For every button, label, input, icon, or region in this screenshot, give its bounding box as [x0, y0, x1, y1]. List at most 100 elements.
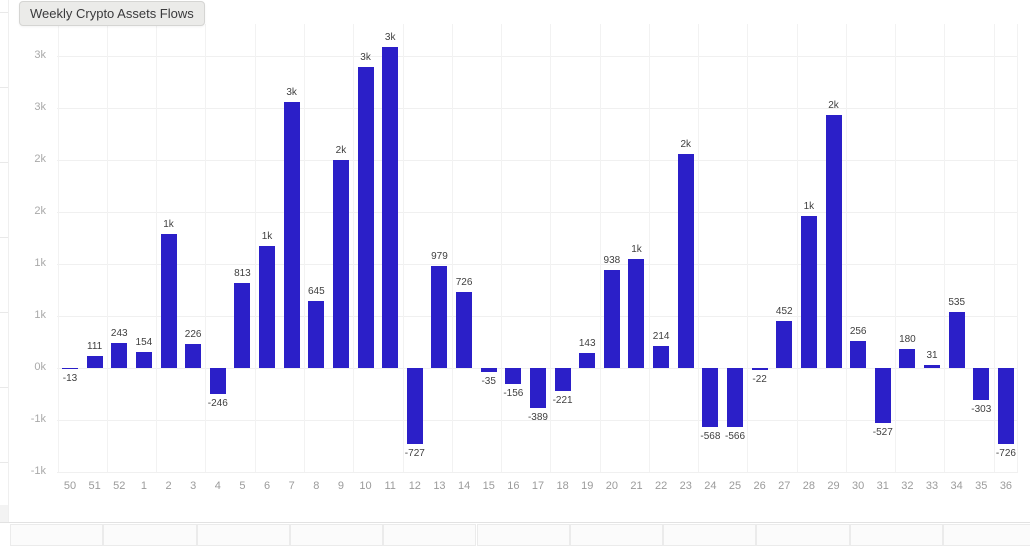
vertical-gridline: [254, 24, 256, 472]
left-panel-divider: [8, 0, 9, 522]
x-axis-label: 9: [337, 480, 344, 492]
bar-value-label: -568: [700, 431, 721, 443]
x-axis-label: 22: [654, 480, 668, 492]
x-axis-label: 35: [975, 480, 988, 492]
left-panel-gridline-stub: [0, 87, 8, 88]
bar-week-35[interactable]: [973, 368, 990, 400]
bar-week-33[interactable]: [924, 364, 941, 368]
bottom-table-cell: [756, 524, 850, 546]
x-axis-label: 17: [531, 480, 545, 492]
bottom-table-cell: [943, 524, 1030, 546]
bar-week-23[interactable]: [677, 153, 694, 368]
bar-value-label: 1k: [803, 201, 815, 213]
bar-week-5[interactable]: [234, 283, 251, 368]
bar-week-20[interactable]: [603, 270, 620, 368]
bar-week-9[interactable]: [332, 160, 349, 368]
bar-value-label: 111: [87, 341, 103, 353]
bar-week-22[interactable]: [653, 345, 670, 368]
bar-week-36[interactable]: [997, 368, 1014, 444]
bar-week-8[interactable]: [308, 300, 325, 368]
vertical-gridline: [599, 24, 601, 472]
bar-week-1[interactable]: [135, 351, 152, 368]
bar-week-16[interactable]: [505, 368, 522, 385]
x-axis-label: 31: [876, 480, 889, 492]
bar-value-label: 813: [234, 268, 251, 280]
bar-week-18[interactable]: [554, 368, 571, 391]
bar-value-label: 154: [135, 336, 153, 348]
bar-week-32[interactable]: [899, 349, 916, 368]
bar-week-51[interactable]: [86, 356, 103, 368]
x-axis-label: 20: [605, 480, 618, 492]
bar-value-label: 1k: [261, 231, 273, 243]
y-axis-tick-label: -1k: [30, 413, 46, 425]
y-axis-tick-label: 2k: [34, 153, 46, 165]
bar-week-12[interactable]: [406, 368, 423, 444]
x-axis-label: 24: [704, 480, 717, 492]
bar-week-4[interactable]: [209, 368, 226, 394]
x-axis-label: 6: [263, 480, 271, 492]
bar-week-31[interactable]: [874, 368, 891, 423]
vertical-gridline: [550, 24, 552, 472]
x-axis-label: 10: [359, 480, 372, 492]
bar-value-label: 2k: [828, 100, 839, 112]
bar-week-24[interactable]: [702, 368, 719, 428]
bar-value-label: 256: [849, 326, 867, 338]
bar-week-11[interactable]: [382, 46, 399, 368]
x-axis-label: 36: [999, 480, 1013, 492]
bar-week-29[interactable]: [825, 115, 842, 368]
vertical-gridline: [895, 24, 897, 472]
bar-value-label: 726: [455, 277, 473, 289]
chart-title-tooltip: Weekly Crypto Assets Flows: [19, 1, 205, 26]
bar-value-label: -35: [481, 375, 496, 387]
bar-value-label: 2k: [335, 145, 347, 156]
bar-week-52[interactable]: [111, 342, 128, 368]
horizontal-gridline: [57, 420, 1018, 421]
left-panel-gridline-stub: [0, 462, 8, 463]
x-axis-label: 7: [288, 480, 295, 492]
bar-week-3[interactable]: [185, 344, 202, 368]
horizontal-gridline: [57, 108, 1018, 109]
y-axis-tick-label: -1k: [30, 465, 46, 477]
bar-week-34[interactable]: [948, 312, 965, 368]
left-panel-gridline-stub: [0, 12, 8, 13]
bottom-table-cell: [289, 524, 384, 546]
x-axis-label: 13: [433, 480, 446, 492]
bar-week-15[interactable]: [480, 368, 497, 372]
bar-week-28[interactable]: [800, 216, 817, 368]
left-panel-gridline-stub: [0, 162, 8, 163]
vertical-gridline: [205, 24, 207, 472]
bar-week-50[interactable]: [62, 368, 78, 370]
x-axis-label: 50: [63, 480, 77, 492]
bottom-table-cell: [663, 524, 757, 546]
x-axis-label: 18: [556, 480, 569, 492]
vertical-gridline: [698, 24, 700, 472]
bar-week-7[interactable]: [283, 101, 300, 368]
bar-week-17[interactable]: [529, 368, 546, 409]
bar-week-21[interactable]: [628, 258, 645, 368]
bar-week-25[interactable]: [727, 368, 743, 427]
bar-value-label: 180: [899, 334, 916, 346]
bar-week-27[interactable]: [776, 320, 793, 368]
x-axis-label: 4: [214, 480, 221, 492]
x-axis-label: 34: [950, 480, 963, 492]
vertical-gridline: [944, 24, 946, 472]
x-axis-label: 8: [313, 480, 320, 492]
bar-value-label: -156: [503, 388, 524, 400]
bar-week-13[interactable]: [431, 266, 448, 368]
x-axis-label: 11: [384, 480, 396, 492]
bar-week-19[interactable]: [579, 353, 596, 368]
y-axis-tick-label: 1k: [34, 257, 46, 269]
left-panel-corner: [0, 505, 8, 523]
bottom-table-cell: [196, 524, 290, 546]
vertical-gridline: [845, 24, 847, 472]
bar-week-14[interactable]: [456, 292, 473, 368]
bar-week-2[interactable]: [160, 233, 177, 368]
y-axis-tick-label: 1k: [34, 309, 46, 321]
y-axis-tick-label: 2k: [34, 205, 46, 217]
x-axis-label: 16: [507, 480, 520, 492]
bar-week-30[interactable]: [850, 341, 867, 368]
bar-week-10[interactable]: [357, 67, 374, 368]
bar-week-6[interactable]: [259, 246, 276, 368]
bar-week-26[interactable]: [751, 368, 768, 371]
